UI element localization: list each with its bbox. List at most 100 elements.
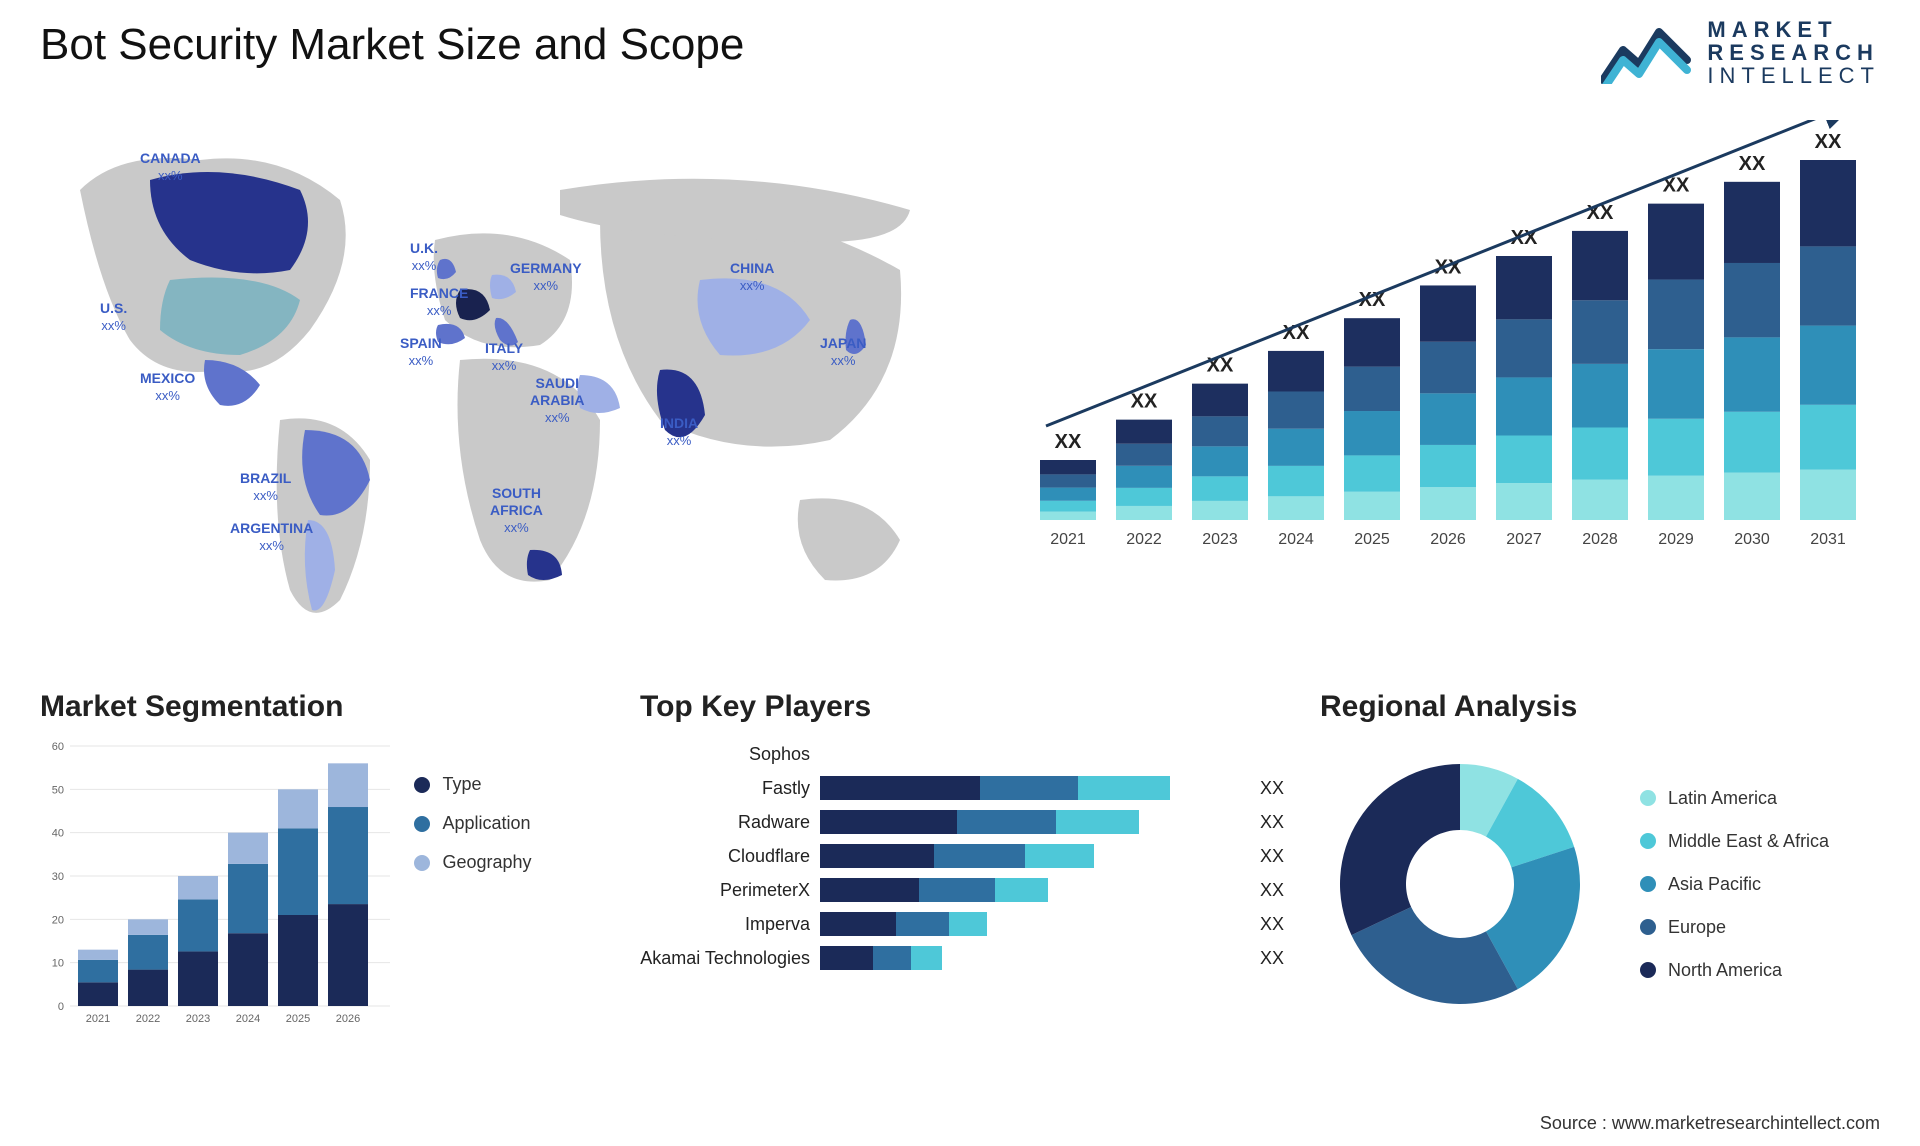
logo-text: MARKET RESEARCH INTELLECT	[1707, 18, 1880, 87]
player-value: XX	[1260, 812, 1300, 833]
legend-item: Geography	[414, 852, 531, 873]
player-name: Sophos	[640, 744, 820, 765]
legend-item: North America	[1640, 960, 1829, 981]
players-list: SophosFastlyXXRadwareXXCloudflareXXPerim…	[640, 742, 1300, 970]
regional-title: Regional Analysis	[1320, 690, 1880, 724]
legend-item: Application	[414, 813, 531, 834]
source-line: Source : www.marketresearchintellect.com	[1540, 1113, 1880, 1134]
player-bar-segment	[820, 946, 873, 970]
player-bar	[820, 742, 1248, 766]
legend-label: Middle East & Africa	[1668, 831, 1829, 852]
legend-label: Application	[442, 813, 530, 834]
legend-dot	[1640, 790, 1656, 806]
segmentation-svg: 0102030405060202120222023202420252026	[40, 736, 390, 1036]
player-name: PerimeterX	[640, 880, 820, 901]
legend-label: Latin America	[1668, 788, 1777, 809]
country-label: BRAZILxx%	[240, 470, 291, 504]
svg-text:2024: 2024	[236, 1013, 260, 1025]
player-bar-segment	[934, 844, 1025, 868]
legend-item: Latin America	[1640, 788, 1829, 809]
svg-text:2025: 2025	[286, 1013, 310, 1025]
legend-dot	[1640, 876, 1656, 892]
player-bar-segment	[1056, 810, 1140, 834]
svg-text:XX: XX	[1815, 131, 1842, 153]
legend-label: Europe	[1668, 917, 1726, 938]
country-label: ARGENTINAxx%	[230, 520, 313, 554]
svg-text:2027: 2027	[1506, 531, 1542, 548]
legend-dot	[414, 816, 430, 832]
svg-text:2022: 2022	[1126, 531, 1162, 548]
player-bar-segment	[820, 878, 919, 902]
svg-text:XX: XX	[1131, 391, 1158, 413]
player-bar-segment	[911, 946, 941, 970]
player-bar-segment	[980, 776, 1079, 800]
player-row: PerimeterXXX	[640, 878, 1300, 902]
svg-text:2024: 2024	[1278, 531, 1314, 548]
legend-item: Middle East & Africa	[1640, 831, 1829, 852]
player-row: Sophos	[640, 742, 1300, 766]
player-bar-segment	[896, 912, 949, 936]
legend-dot	[1640, 919, 1656, 935]
player-bar-segment	[919, 878, 995, 902]
svg-text:2026: 2026	[1430, 531, 1466, 548]
player-bar-segment	[949, 912, 987, 936]
world-map: CANADAxx%U.S.xx%MEXICOxx%BRAZILxx%ARGENT…	[40, 120, 960, 640]
svg-text:60: 60	[52, 741, 64, 753]
legend-label: North America	[1668, 960, 1782, 981]
player-name: Fastly	[640, 778, 820, 799]
logo-line1: MARKET	[1707, 18, 1880, 41]
player-row: ImpervaXX	[640, 912, 1300, 936]
svg-text:2025: 2025	[1354, 531, 1390, 548]
country-label: MEXICOxx%	[140, 370, 195, 404]
legend-dot	[414, 777, 430, 793]
segmentation-legend: Type Application Geography	[414, 774, 531, 873]
svg-text:20: 20	[52, 914, 64, 926]
country-label: SOUTHAFRICAxx%	[490, 485, 543, 535]
player-value: XX	[1260, 778, 1300, 799]
svg-text:2030: 2030	[1734, 531, 1770, 548]
forecast-chart: XX2021XX2022XX2023XX2024XX2025XX2026XX20…	[1020, 120, 1880, 630]
player-bar	[820, 878, 1248, 902]
svg-text:0: 0	[58, 1001, 64, 1013]
player-name: Cloudflare	[640, 846, 820, 867]
svg-text:2028: 2028	[1582, 531, 1618, 548]
player-bar-segment	[1078, 776, 1169, 800]
player-bar	[820, 946, 1248, 970]
legend-label: Type	[442, 774, 481, 795]
country-label: CHINAxx%	[730, 260, 774, 294]
svg-text:2022: 2022	[136, 1013, 160, 1025]
player-bar	[820, 912, 1248, 936]
svg-text:2021: 2021	[86, 1013, 110, 1025]
player-bar	[820, 844, 1248, 868]
player-value: XX	[1260, 948, 1300, 969]
svg-text:2023: 2023	[186, 1013, 210, 1025]
regional-panel: Regional Analysis Latin America Middle Ea…	[1320, 690, 1880, 1024]
legend-dot	[414, 855, 430, 871]
player-value: XX	[1260, 846, 1300, 867]
forecast-svg: XX2021XX2022XX2023XX2024XX2025XX2026XX20…	[1020, 120, 1880, 630]
player-row: RadwareXX	[640, 810, 1300, 834]
player-name: Akamai Technologies	[640, 948, 820, 969]
brand-logo: MARKET RESEARCH INTELLECT	[1601, 18, 1880, 87]
legend-item: Europe	[1640, 917, 1829, 938]
svg-text:XX: XX	[1055, 431, 1082, 453]
regional-legend: Latin America Middle East & Africa Asia Pa…	[1640, 788, 1829, 981]
players-title: Top Key Players	[640, 690, 1300, 724]
svg-text:2026: 2026	[336, 1013, 360, 1025]
players-panel: Top Key Players SophosFastlyXXRadwareXXC…	[640, 690, 1300, 970]
player-bar-segment	[820, 844, 934, 868]
legend-item: Asia Pacific	[1640, 874, 1829, 895]
player-bar-segment	[1025, 844, 1093, 868]
country-label: SAUDIARABIAxx%	[530, 375, 584, 425]
player-bar-segment	[820, 776, 980, 800]
donut-chart	[1320, 744, 1600, 1024]
player-row: Akamai Technologies XX	[640, 946, 1300, 970]
country-label: FRANCExx%	[410, 285, 468, 319]
player-row: Fastly XX	[640, 776, 1300, 800]
logo-icon	[1601, 22, 1691, 84]
player-row: Cloudflare XX	[640, 844, 1300, 868]
svg-text:10: 10	[52, 958, 64, 970]
svg-text:XX: XX	[1435, 256, 1462, 278]
player-bar-segment	[820, 810, 957, 834]
legend-dot	[1640, 962, 1656, 978]
